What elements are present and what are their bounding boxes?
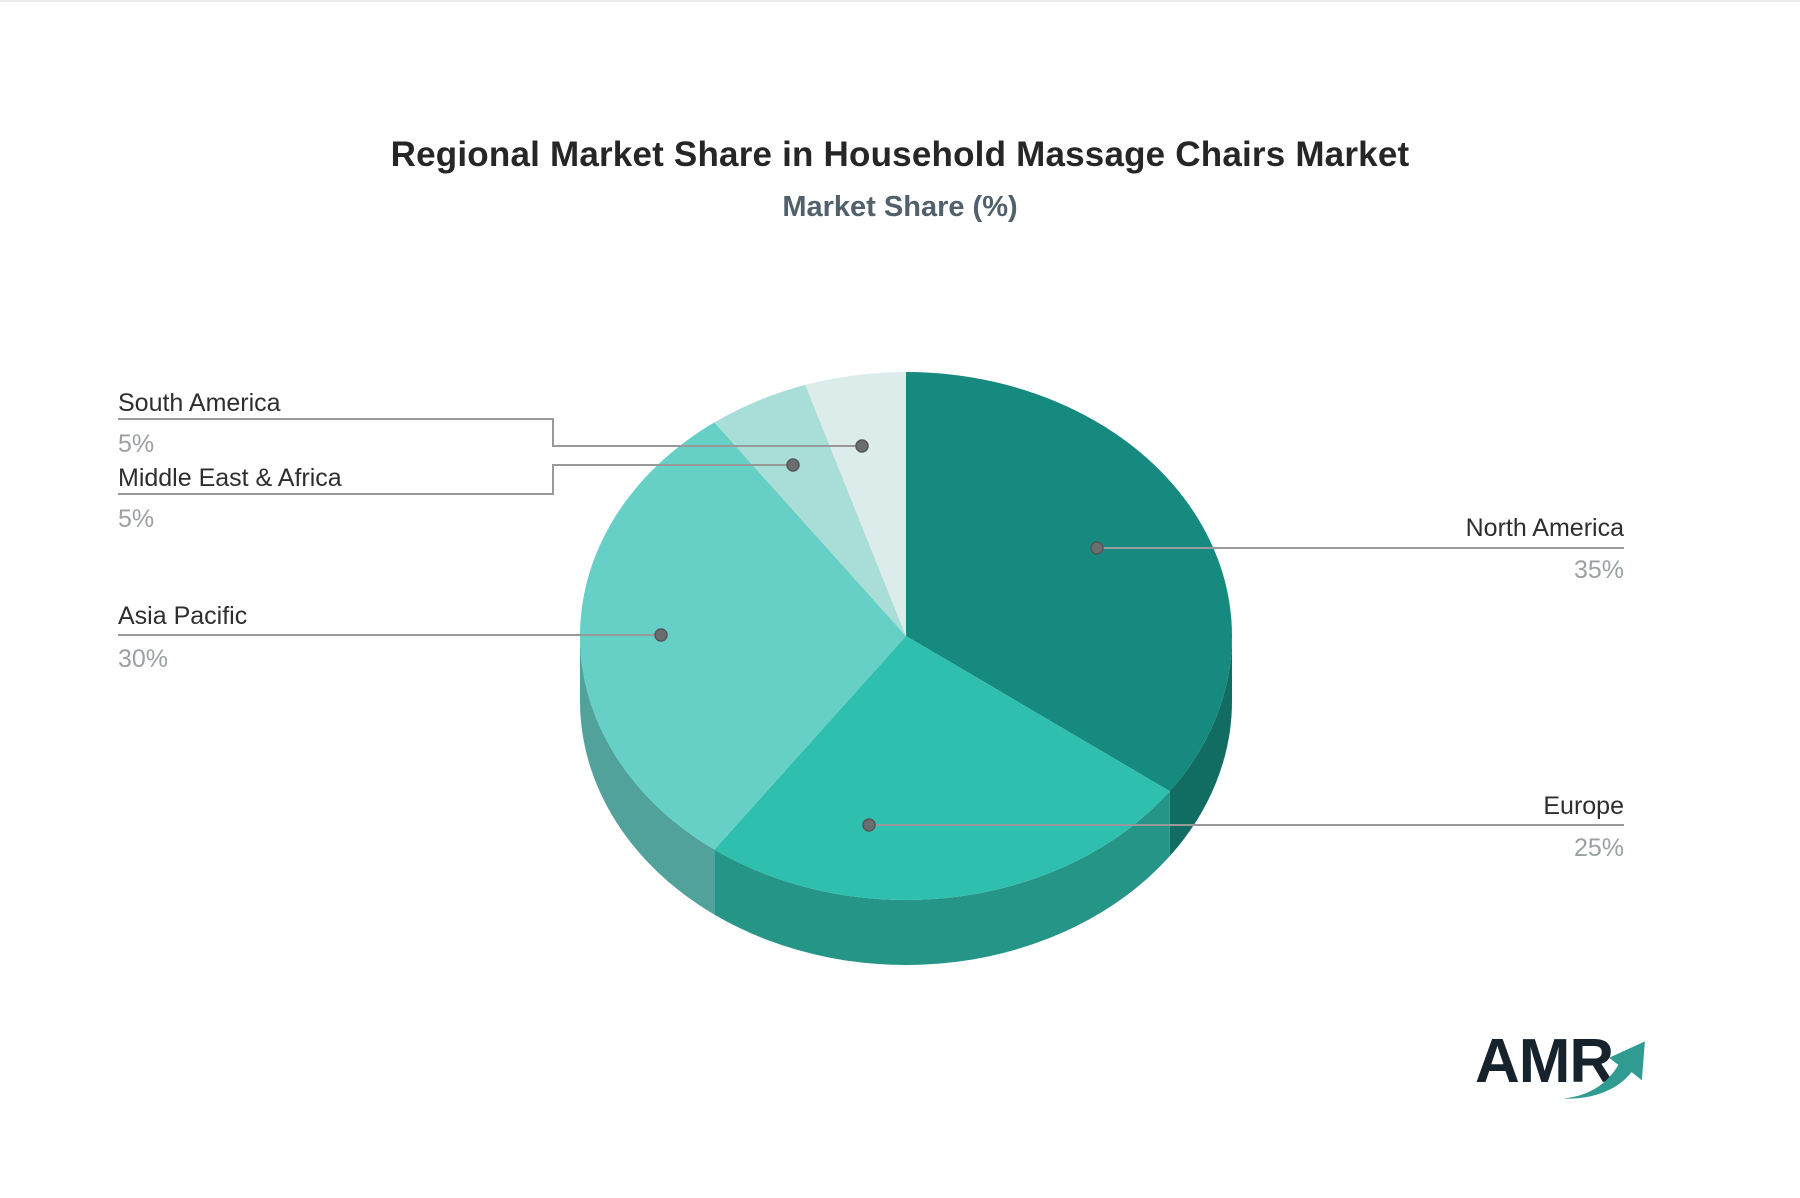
amr-logo: AMR: [1475, 1030, 1705, 1110]
leader-dot-north-america: [1090, 541, 1104, 555]
pie-slice-north-america: [906, 372, 1232, 792]
pct-middle-east-africa: 5%: [118, 505, 155, 533]
leader-dot-asia-pacific: [654, 628, 668, 642]
amr-logo-text: AMR: [1475, 1027, 1614, 1096]
pie-slice-asia-pacific: [580, 422, 906, 850]
pie-slice-south-america: [805, 372, 906, 636]
pct-asia-pacific: 30%: [118, 645, 169, 673]
label-north-america: North America: [1465, 514, 1624, 542]
amr-logo-arrow-icon: [1563, 1041, 1645, 1099]
page-title: Regional Market Share in Household Massa…: [390, 135, 1410, 174]
leader-dot-middle-east-africa: [786, 458, 800, 472]
leader-line-south-america: [118, 418, 856, 447]
leader-line-middle-east-africa: [118, 464, 787, 495]
pct-south-america: 5%: [118, 430, 155, 458]
pie-slice-europe: [714, 636, 1170, 900]
chart-subtitle: Market Share (%): [782, 191, 1018, 223]
leader-dot-south-america: [855, 439, 869, 453]
label-europe: Europe: [1543, 792, 1624, 820]
label-south-america: South America: [118, 389, 281, 417]
pie-slice-side-north-america: [1169, 636, 1232, 857]
label-asia-pacific: Asia Pacific: [118, 602, 248, 630]
pie-slice-side-europe: [714, 791, 1170, 965]
pct-north-america: 35%: [1573, 556, 1624, 584]
pct-europe: 25%: [1573, 834, 1624, 862]
label-middle-east-africa: Middle East & Africa: [118, 464, 342, 492]
leader-dot-europe: [862, 818, 876, 832]
pie-slice-side-asia-pacific: [580, 636, 715, 915]
pie-slice-middle-east-africa: [714, 384, 906, 636]
